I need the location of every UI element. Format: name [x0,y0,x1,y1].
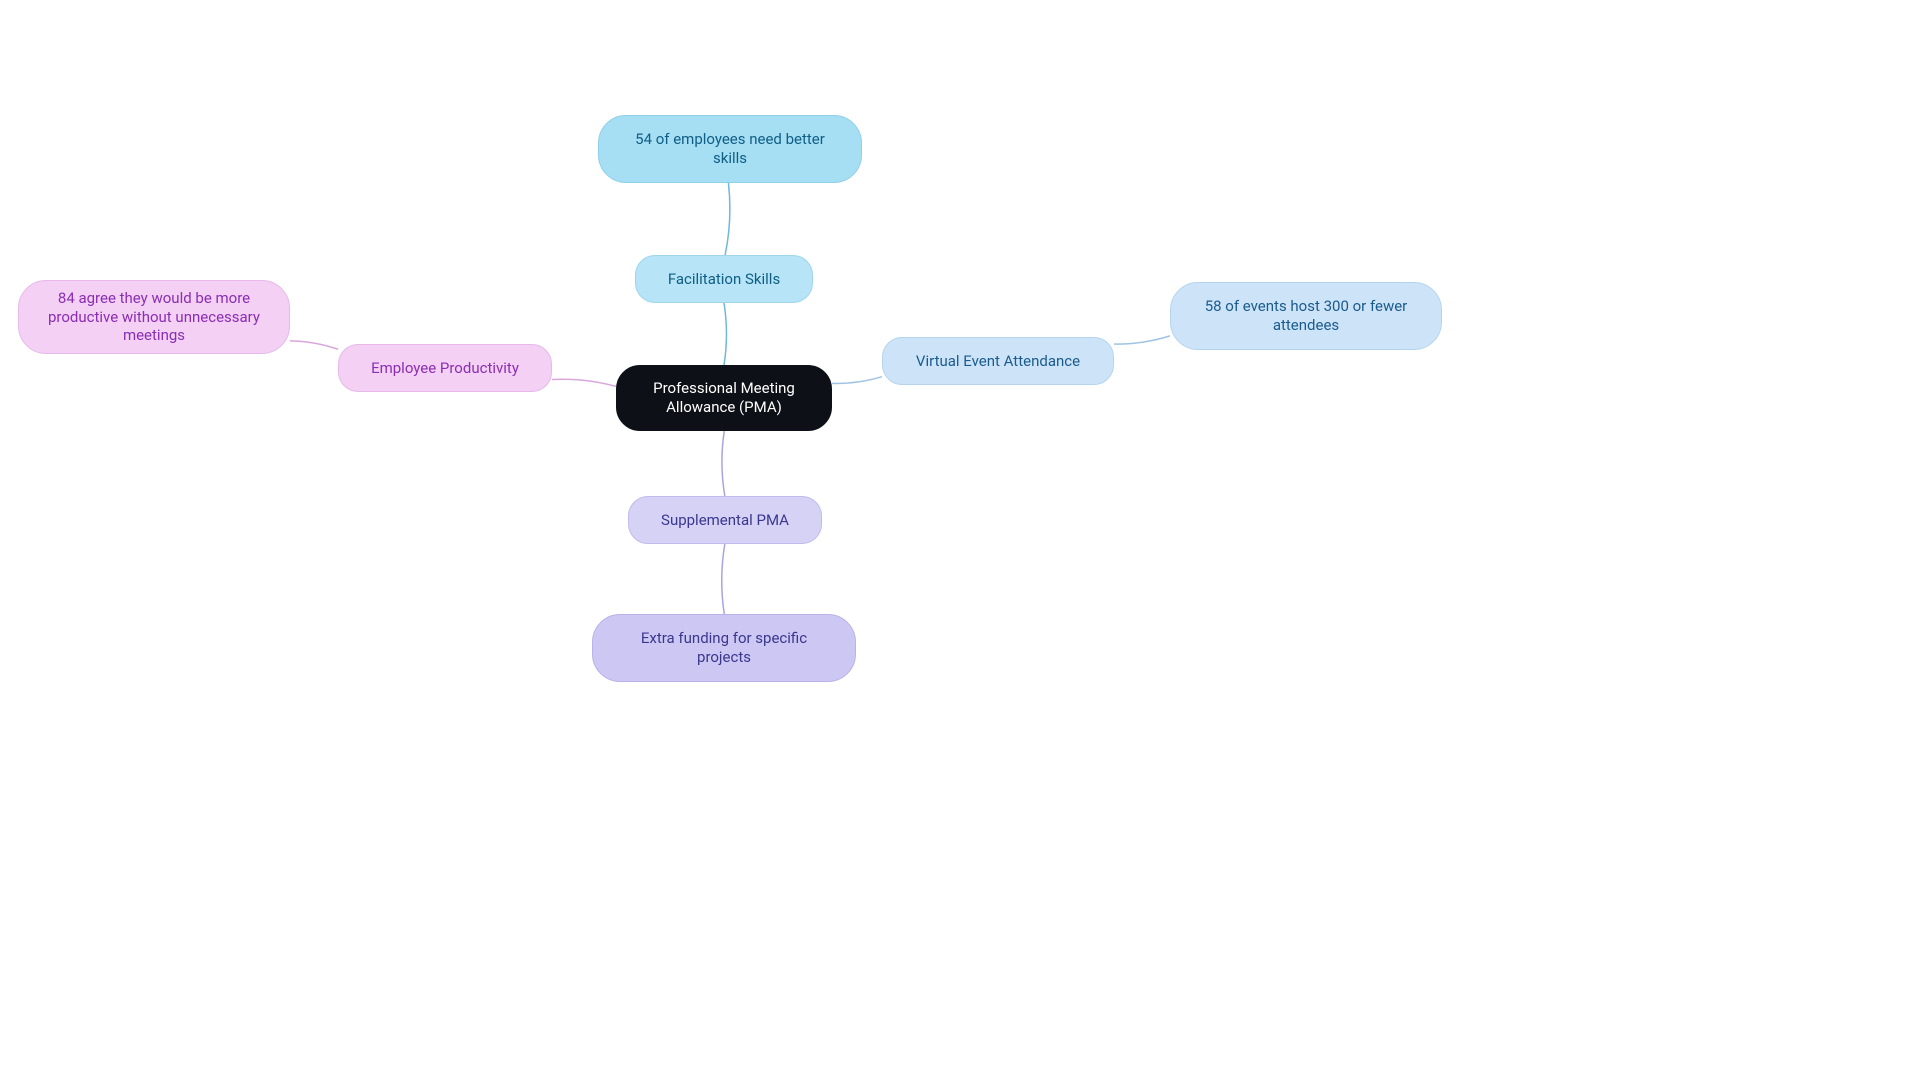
node-facilitation-detail: 54 of employees need better skills [598,115,862,183]
node-supplemental-detail: Extra funding for specific projects [592,614,856,682]
node-virtual: Virtual Event Attendance [882,337,1114,385]
edge-supplemental-supplemental-detail [722,544,725,614]
edge-productivity-productivity-detail [290,341,338,349]
edge-center-productivity [552,379,616,386]
node-productivity-detail: 84 agree they would be more productive w… [18,280,290,354]
mindmap-canvas: Professional Meeting Allowance (PMA) Faci… [0,0,1920,1083]
node-productivity: Employee Productivity [338,344,552,392]
edge-facilitation-facilitation-detail [725,183,730,255]
node-facilitation: Facilitation Skills [635,255,813,303]
edge-center-virtual [832,377,882,384]
edge-layer [0,0,1920,1083]
edge-center-supplemental [722,431,725,496]
edge-virtual-virtual-detail [1114,336,1170,344]
node-virtual-detail: 58 of events host 300 or fewer attendees [1170,282,1442,350]
node-center: Professional Meeting Allowance (PMA) [616,365,832,431]
edge-center-facilitation [724,303,726,365]
node-supplemental: Supplemental PMA [628,496,822,544]
